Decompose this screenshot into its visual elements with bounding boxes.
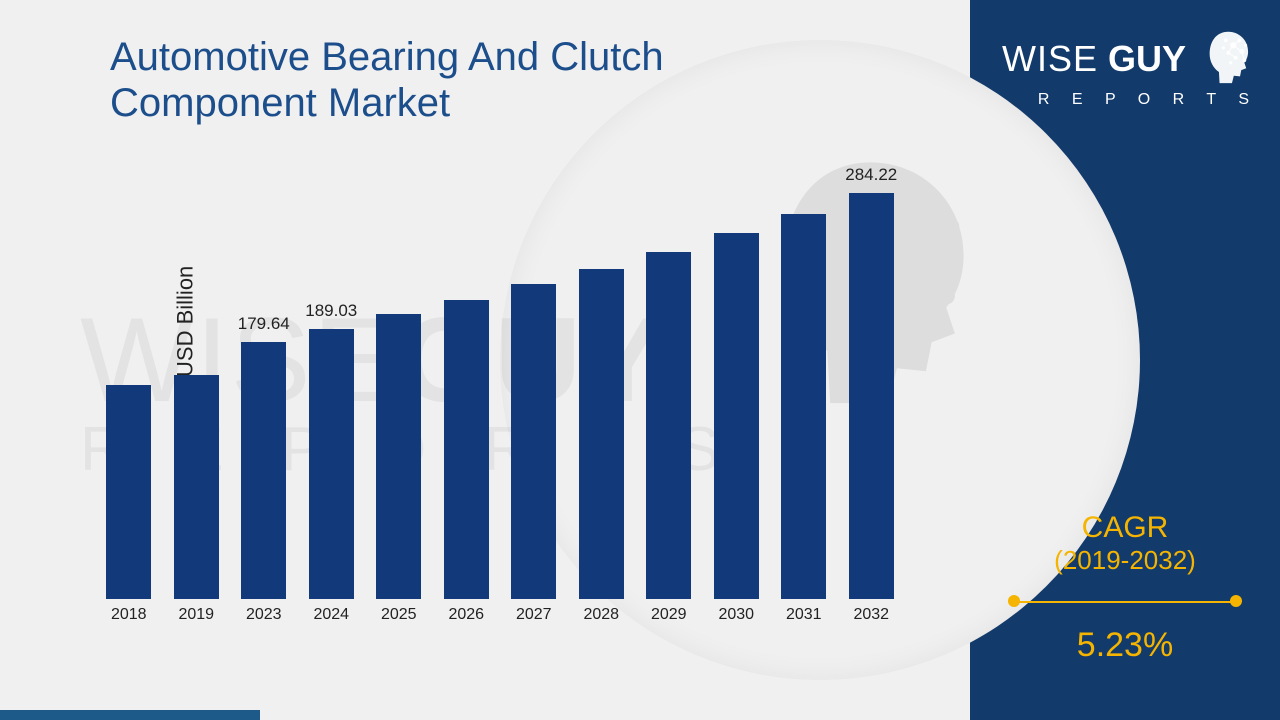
bar-slot: 189.03 [298,170,366,599]
cagr-label: CAGR [1000,511,1250,545]
cagr-block: CAGR (2019-2032) 5.23% [1000,511,1250,665]
x-axis-tick-label: 2030 [703,600,771,630]
bar-slot [433,170,501,599]
bar-value-label: 179.64 [238,314,290,334]
bar [714,233,759,599]
bar-slot [568,170,636,599]
bar [106,385,151,600]
bar-slot: 284.22 [838,170,906,599]
x-axis-tick-label: 2027 [500,600,568,630]
bar [174,375,219,600]
infographic-canvas: WISEGUY R E P O R [0,0,1280,720]
bar-slot: 179.64 [230,170,298,599]
x-axis-tick-label: 2026 [433,600,501,630]
x-axis-tick-label: 2031 [770,600,838,630]
x-axis-labels: 2018201920232024202520262027202820292030… [95,600,905,630]
bar [376,314,421,599]
cagr-years: (2019-2032) [1000,545,1250,576]
x-axis-tick-label: 2023 [230,600,298,630]
bar [511,284,556,599]
x-axis-tick-label: 2028 [568,600,636,630]
bar-value-label: 284.22 [845,165,897,185]
bar-slot [770,170,838,599]
x-axis-tick-label: 2019 [163,600,231,630]
x-axis-tick-label: 2025 [365,600,433,630]
logo-word-wise: WISE [1002,41,1098,77]
bar [309,329,354,599]
bottom-accent-bar [0,710,260,720]
x-axis-tick-label: 2029 [635,600,703,630]
bar-slot [500,170,568,599]
x-axis-tick-label: 2018 [95,600,163,630]
chart-title: Automotive Bearing And Clutch Component … [110,34,850,126]
bar-slot [163,170,231,599]
bar-slot [365,170,433,599]
x-axis-tick-label: 2032 [838,600,906,630]
bar [646,252,691,599]
brand-logo: WISEGUY R E P O R [1002,28,1258,108]
bar [781,214,826,599]
bars-container: 179.64 189.03 284.22 [95,170,905,600]
bar [444,300,489,599]
right-panel: WISEGUY R E P O R [970,0,1280,720]
logo-subtext: R E P O R T S [1002,92,1258,108]
logo-word-guy: GUY [1108,41,1186,77]
bar-slot [635,170,703,599]
cagr-value: 5.23% [1000,626,1250,665]
bar-value-label: 189.03 [305,301,357,321]
x-axis-tick-label: 2024 [298,600,366,630]
bar-slot [95,170,163,599]
bar-slot [703,170,771,599]
head-network-icon [1196,28,1258,90]
bar [241,342,286,599]
cagr-divider [1014,594,1236,608]
bar-chart: Market Value in USD Billion 179.64189.03… [95,170,905,630]
bar [849,193,894,599]
bar [579,269,624,599]
